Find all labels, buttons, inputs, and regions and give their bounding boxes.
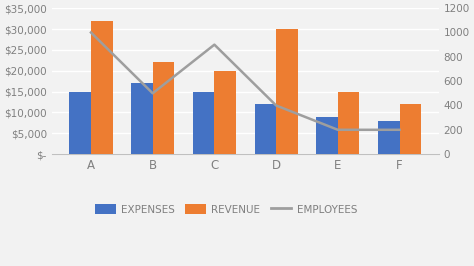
Bar — [378, 121, 400, 154]
Bar — [316, 117, 338, 154]
EMPLOYEES — [211, 43, 217, 46]
EMPLOYEES — [273, 104, 279, 107]
EMPLOYEES — [397, 128, 402, 131]
Bar — [276, 29, 298, 154]
Bar — [214, 71, 236, 154]
EMPLOYEES — [335, 128, 341, 131]
Bar — [400, 104, 421, 154]
EMPLOYEES — [150, 92, 155, 95]
Bar — [338, 92, 359, 154]
EMPLOYEES — [88, 31, 94, 34]
Bar — [69, 92, 91, 154]
Bar — [255, 104, 276, 154]
Legend: EXPENSES, REVENUE, EMPLOYEES: EXPENSES, REVENUE, EMPLOYEES — [91, 200, 361, 219]
Bar — [193, 92, 214, 154]
Bar — [91, 21, 112, 154]
Bar — [131, 83, 153, 154]
Bar — [153, 62, 174, 154]
Line: EMPLOYEES: EMPLOYEES — [91, 32, 400, 130]
